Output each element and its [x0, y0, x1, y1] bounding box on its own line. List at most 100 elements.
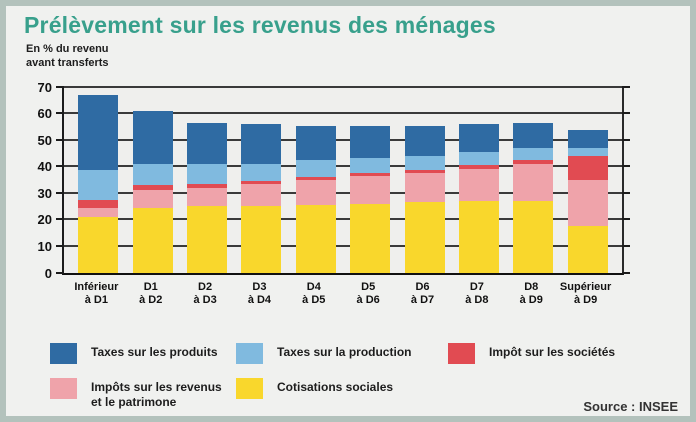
x-axis-label: Supérieur à D9 — [560, 281, 611, 315]
bar-3 — [187, 122, 228, 273]
x-axis-label: D5 à D6 — [348, 281, 388, 315]
chart-area: 0 10 20 30 40 50 60 70 Inférieur à D1 D1 à D2 D2 à D… — [24, 80, 664, 319]
axis-tick — [56, 271, 64, 274]
gridline-20 — [64, 218, 622, 221]
bar-segment — [513, 159, 554, 164]
gridline-10 — [64, 245, 622, 248]
y-axis-label-40: 40 — [37, 159, 52, 175]
bar-segment — [241, 183, 282, 207]
bar-segment — [458, 200, 499, 273]
bar-segment — [458, 151, 499, 165]
chart-subtitle: En % du revenu avant transferts — [26, 42, 690, 71]
legend-label: Impôts sur les revenus et le patrimone — [91, 379, 222, 409]
bar-segment — [187, 187, 228, 207]
gridline-60 — [64, 112, 622, 115]
bar-segment — [187, 163, 228, 184]
bar-segment — [513, 147, 554, 160]
bar-segment — [295, 126, 336, 160]
axis-tick — [622, 271, 630, 274]
gridline-30 — [64, 191, 622, 194]
bar-segment — [241, 206, 282, 273]
axis-tick — [622, 218, 630, 221]
y-axis-label-20: 20 — [37, 212, 52, 228]
bar-segment — [241, 123, 282, 164]
bar-segment — [78, 170, 119, 200]
gridline-70 — [64, 85, 622, 88]
bar-8 — [458, 123, 499, 273]
bar-10 — [567, 130, 608, 273]
bar-segment — [458, 123, 499, 152]
x-axis-label-text: D5 à D6 — [356, 280, 380, 307]
y-axis-label-10: 10 — [37, 239, 52, 255]
bar-segment — [350, 175, 391, 204]
bar-segment — [567, 147, 608, 156]
axis-tick — [56, 85, 64, 88]
legend-label: Impôt sur les sociétés — [489, 344, 616, 359]
bar-segment — [132, 163, 173, 185]
x-axis-label: D3 à D4 — [239, 281, 279, 315]
axis-tick — [622, 138, 630, 141]
bar-segment — [513, 200, 554, 273]
legend-swatch — [236, 377, 263, 399]
bar-5 — [295, 126, 336, 273]
y-axis-label-60: 60 — [37, 106, 52, 122]
legend-swatch — [448, 342, 475, 364]
gridline-50 — [64, 138, 622, 141]
bar-4 — [241, 123, 282, 273]
bar-segment — [187, 122, 228, 164]
x-axis-label-text: D8 à D9 — [519, 280, 543, 307]
bar-1 — [78, 94, 119, 273]
bar-segment — [404, 155, 445, 171]
bar-segment — [404, 172, 445, 203]
x-axis-label-text: D4 à D5 — [302, 280, 326, 307]
y-axis-label-30: 30 — [37, 185, 52, 201]
bar-segment — [567, 226, 608, 273]
legend-item: Taxes sur la production — [236, 342, 448, 364]
bar-segment — [458, 165, 499, 169]
y-axis-label-70: 70 — [37, 79, 52, 95]
bar-segment — [295, 159, 336, 177]
y-axis: 0 10 20 30 40 50 60 70 — [24, 80, 54, 281]
bar-segment — [132, 190, 173, 208]
plot-area — [56, 85, 630, 275]
bar-segment — [241, 163, 282, 181]
x-axis-label: D6 à D7 — [403, 281, 443, 315]
legend-label: Taxes sur les produits — [91, 344, 218, 359]
bar-segment — [350, 126, 391, 159]
axis-tick — [56, 218, 64, 221]
x-axis-label: D4 à D5 — [294, 281, 334, 315]
bar-segment — [78, 94, 119, 171]
bar-segment — [513, 122, 554, 148]
bar-segment — [132, 110, 173, 164]
bar-6 — [350, 126, 391, 273]
bar-segment — [78, 216, 119, 273]
bar-segment — [295, 176, 336, 180]
bar-segment — [404, 170, 445, 173]
axis-tick — [622, 112, 630, 115]
bar-segment — [513, 163, 554, 201]
x-axis-label-text: Inférieur à D1 — [74, 280, 119, 307]
legend-item: Cotisations sociales — [236, 377, 448, 410]
y-axis-label-50: 50 — [37, 132, 52, 148]
x-axis: Inférieur à D1 D1 à D2 D2 à D3 D3 à D4 D4 à D5 D5 à… — [62, 281, 620, 315]
bar-segment — [187, 206, 228, 273]
legend-label: Cotisations sociales — [277, 379, 394, 394]
bar-segment — [241, 180, 282, 184]
gridline-40 — [64, 165, 622, 168]
legend-swatch — [50, 342, 77, 364]
axis-tick — [56, 165, 64, 168]
bar-segment — [404, 126, 445, 156]
axis-tick — [56, 245, 64, 248]
axis-tick — [56, 138, 64, 141]
bars-container — [64, 87, 622, 273]
legend-item: Impôt sur les sociétés — [448, 342, 650, 364]
x-axis-label-text: D2 à D3 — [193, 280, 217, 307]
bar-segment — [78, 199, 119, 208]
x-axis-label: D1 à D2 — [131, 281, 171, 315]
bar-segment — [404, 202, 445, 273]
bar-segment — [567, 155, 608, 180]
axis-tick — [622, 245, 630, 248]
legend-item: Impôts sur les revenus et le patrimone — [50, 377, 236, 410]
bar-segment — [350, 172, 391, 176]
